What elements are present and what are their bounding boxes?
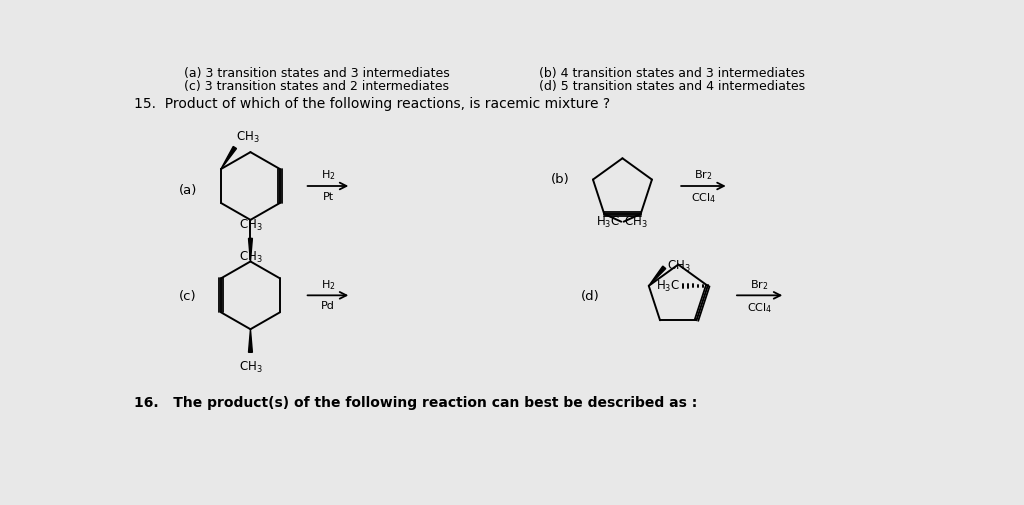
Polygon shape (249, 330, 252, 352)
Text: CH$_3$: CH$_3$ (625, 215, 648, 230)
Text: CH$_3$: CH$_3$ (236, 129, 259, 144)
Text: 16.   The product(s) of the following reaction can best be described as :: 16. The product(s) of the following reac… (134, 395, 697, 409)
Text: CH$_3$: CH$_3$ (239, 218, 262, 233)
Text: (c): (c) (178, 289, 196, 302)
Polygon shape (249, 239, 252, 262)
Text: H$_3$C: H$_3$C (596, 215, 621, 230)
Text: (d) 5 transition states and 4 intermediates: (d) 5 transition states and 4 intermedia… (539, 80, 805, 93)
Text: (b): (b) (550, 173, 569, 185)
Text: H$_2$: H$_2$ (321, 277, 335, 291)
Text: Pd: Pd (321, 300, 335, 311)
Text: (c) 3 transition states and 2 intermediates: (c) 3 transition states and 2 intermedia… (183, 80, 449, 93)
Text: CH$_3$: CH$_3$ (668, 259, 691, 274)
Text: Br$_2$: Br$_2$ (751, 277, 769, 291)
Text: 15.  Product of which of the following reactions, is racemic mixture ?: 15. Product of which of the following re… (134, 96, 610, 111)
Text: Br$_2$: Br$_2$ (694, 168, 713, 182)
Polygon shape (221, 147, 237, 170)
Text: CH$_3$: CH$_3$ (239, 249, 262, 265)
Text: CCl$_4$: CCl$_4$ (746, 300, 772, 314)
Text: CCl$_4$: CCl$_4$ (691, 191, 716, 205)
Text: (a) 3 transition states and 3 intermediates: (a) 3 transition states and 3 intermedia… (183, 67, 450, 79)
Polygon shape (649, 267, 666, 286)
Text: H$_3$C: H$_3$C (655, 279, 680, 294)
Text: H$_2$: H$_2$ (321, 168, 335, 182)
Text: CH$_3$: CH$_3$ (239, 359, 262, 374)
Text: (a): (a) (178, 183, 197, 196)
Text: Pt: Pt (323, 191, 334, 201)
Text: (b) 4 transition states and 3 intermediates: (b) 4 transition states and 3 intermedia… (539, 67, 805, 79)
Text: (d): (d) (582, 289, 600, 302)
